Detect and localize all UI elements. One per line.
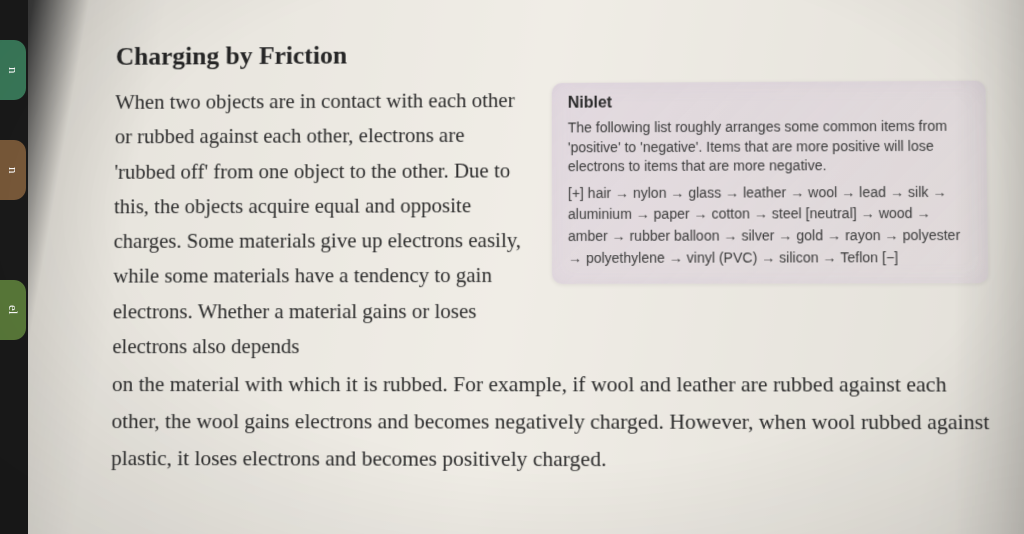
niblet-title: Niblet bbox=[568, 93, 970, 113]
content-row: When two objects are in contact with eac… bbox=[112, 81, 989, 365]
body-paragraph-1: When two objects are in contact with eac… bbox=[112, 83, 530, 364]
niblet-series: [+] hair → nylon → glass → leather → woo… bbox=[568, 182, 972, 270]
page-content: Charging by Friction When two objects ar… bbox=[1, 0, 1024, 534]
niblet-intro: The following list roughly arranges some… bbox=[568, 117, 971, 177]
niblet-box: Niblet The following list roughly arrang… bbox=[552, 81, 989, 284]
body-paragraph-2: on the material with which it is rubbed.… bbox=[111, 366, 991, 479]
section-heading: Charging by Friction bbox=[116, 37, 986, 72]
